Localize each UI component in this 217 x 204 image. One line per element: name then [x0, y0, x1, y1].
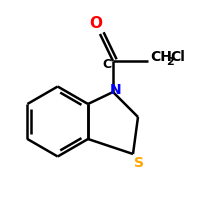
- Text: CH: CH: [150, 50, 172, 64]
- Text: N: N: [110, 83, 122, 96]
- Text: Cl: Cl: [170, 50, 185, 64]
- Text: S: S: [134, 155, 144, 169]
- Text: C: C: [102, 58, 112, 71]
- Text: O: O: [89, 16, 102, 31]
- Text: 2: 2: [166, 57, 174, 67]
